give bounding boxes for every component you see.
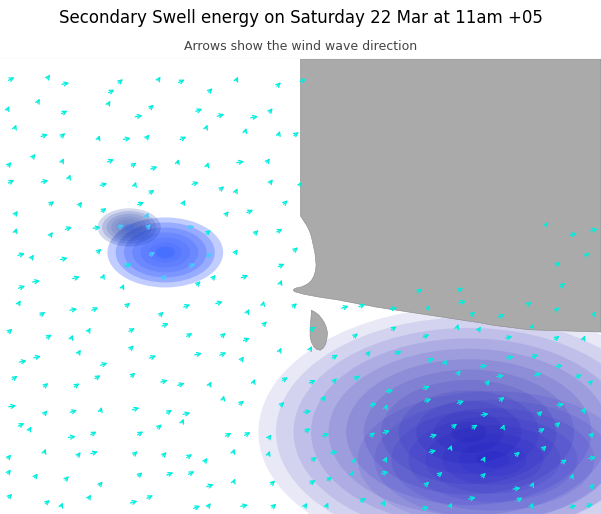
Ellipse shape: [97, 208, 161, 247]
Ellipse shape: [124, 224, 135, 231]
Ellipse shape: [451, 421, 486, 443]
Ellipse shape: [116, 219, 143, 235]
Ellipse shape: [293, 328, 601, 514]
Ellipse shape: [346, 359, 591, 505]
Ellipse shape: [329, 348, 601, 514]
Polygon shape: [293, 59, 601, 332]
Ellipse shape: [149, 243, 182, 263]
Ellipse shape: [374, 400, 601, 514]
Ellipse shape: [358, 391, 601, 514]
Ellipse shape: [102, 211, 156, 244]
Ellipse shape: [442, 434, 543, 485]
Ellipse shape: [476, 451, 510, 468]
Ellipse shape: [258, 307, 601, 514]
Ellipse shape: [416, 401, 522, 464]
Ellipse shape: [381, 380, 557, 484]
Ellipse shape: [276, 318, 601, 514]
Text: Arrows show the wind wave direction: Arrows show the wind wave direction: [184, 40, 417, 52]
Ellipse shape: [434, 411, 504, 453]
Polygon shape: [310, 310, 328, 350]
Ellipse shape: [132, 232, 198, 272]
Ellipse shape: [459, 443, 526, 476]
Ellipse shape: [391, 408, 594, 510]
Ellipse shape: [141, 237, 190, 267]
Ellipse shape: [426, 425, 560, 493]
Ellipse shape: [124, 227, 207, 278]
Ellipse shape: [111, 216, 147, 238]
Ellipse shape: [398, 391, 539, 474]
Ellipse shape: [107, 214, 151, 241]
Ellipse shape: [116, 223, 215, 283]
Ellipse shape: [311, 338, 601, 514]
Ellipse shape: [155, 246, 175, 259]
Ellipse shape: [364, 370, 574, 494]
Ellipse shape: [108, 217, 223, 287]
Ellipse shape: [408, 417, 578, 502]
Text: Secondary Swell energy on Saturday 22 Mar at 11am +05: Secondary Swell energy on Saturday 22 Ma…: [58, 9, 543, 27]
